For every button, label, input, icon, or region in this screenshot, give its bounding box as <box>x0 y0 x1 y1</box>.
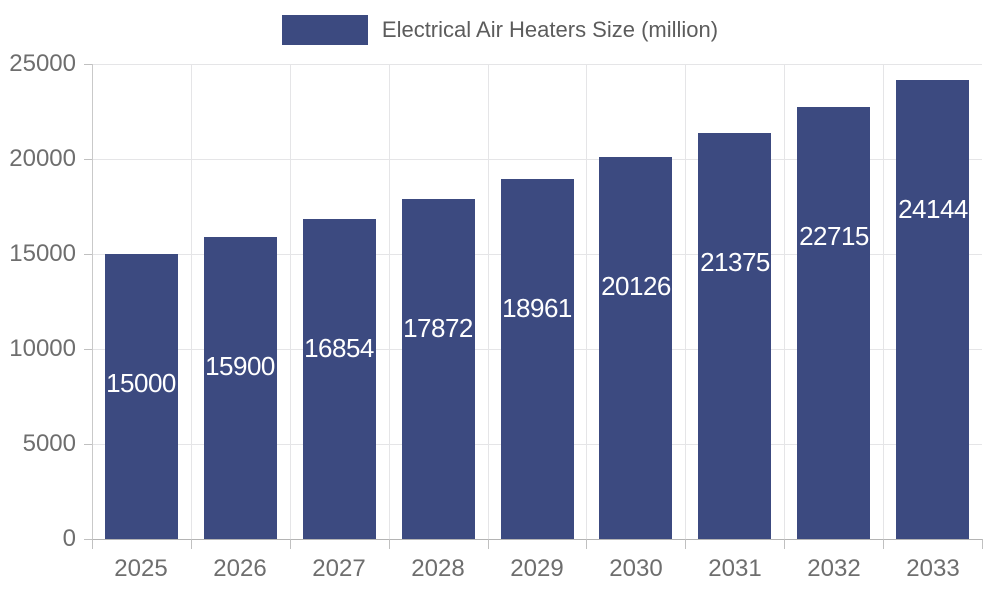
x-tick-mark <box>488 539 489 549</box>
gridline-vertical <box>488 64 489 539</box>
y-tick-label: 10000 <box>9 335 76 362</box>
bar-2025[interactable] <box>105 254 178 539</box>
plot-area: 15000 15900 16854 17872 18961 20126 21375 22715… <box>92 64 982 540</box>
gridline-vertical <box>685 64 686 539</box>
x-tick-label-2033: 2033 <box>906 555 960 582</box>
gridline-horizontal <box>92 159 982 160</box>
gridline-vertical <box>883 64 884 539</box>
bar-2033[interactable] <box>896 80 969 539</box>
gridline-vertical <box>586 64 587 539</box>
bar-value-label-2029: 18961 <box>502 293 572 323</box>
bar-2032[interactable] <box>797 107 870 539</box>
bar-value-label-2026: 15900 <box>205 351 275 381</box>
y-tick-label: 25000 <box>9 50 76 77</box>
y-tick-mark <box>84 444 92 445</box>
x-tick-mark <box>883 539 884 549</box>
y-tick-mark <box>84 159 92 160</box>
x-tick-label-2030: 2030 <box>609 555 663 582</box>
gridline-vertical <box>784 64 785 539</box>
gridline-vertical <box>191 64 192 539</box>
y-tick-label: 5000 <box>22 430 76 457</box>
bar-value-label-2031: 21375 <box>700 247 770 277</box>
bar-value-label-2030: 20126 <box>601 271 671 301</box>
gridline-horizontal <box>92 64 982 65</box>
y-tick-mark <box>84 349 92 350</box>
y-tick-label: 20000 <box>9 145 76 172</box>
bar-value-label-2033: 24144 <box>898 194 968 224</box>
bar-value-label-2027: 16854 <box>304 333 374 363</box>
y-tick-label: 15000 <box>9 240 76 267</box>
bar-value-label-2025: 15000 <box>106 368 176 398</box>
x-axis-line <box>92 539 982 540</box>
x-tick-label-2029: 2029 <box>510 555 564 582</box>
x-tick-mark <box>982 539 983 549</box>
legend-item-electrical-air-heaters-size[interactable]: Electrical Air Heaters Size (million) <box>281 15 719 45</box>
bar-2031[interactable] <box>698 133 771 539</box>
bar-2028[interactable] <box>402 199 475 539</box>
y-tick-mark <box>84 254 92 255</box>
x-tick-mark <box>685 539 686 549</box>
y-axis-line <box>92 64 93 539</box>
x-tick-label-2025: 2025 <box>114 555 168 582</box>
x-tick-mark <box>92 539 93 549</box>
bar-value-label-2032: 22715 <box>799 221 869 251</box>
bar-value-label-2028: 17872 <box>403 313 473 343</box>
x-tick-label-2027: 2027 <box>312 555 366 582</box>
x-tick-mark <box>784 539 785 549</box>
x-tick-label-2026: 2026 <box>213 555 267 582</box>
y-tick-label: 0 <box>62 525 76 552</box>
gridline-vertical <box>389 64 390 539</box>
chart-legend: Electrical Air Heaters Size (million) <box>0 12 1000 48</box>
x-tick-mark <box>290 539 291 549</box>
bar-2030[interactable] <box>599 157 672 539</box>
x-tick-label-2032: 2032 <box>807 555 861 582</box>
x-tick-label-2031: 2031 <box>708 555 762 582</box>
y-tick-mark <box>84 539 92 540</box>
bar-2029[interactable] <box>501 179 574 539</box>
x-tick-mark <box>191 539 192 549</box>
x-tick-label-2028: 2028 <box>411 555 465 582</box>
y-tick-mark <box>84 64 92 65</box>
legend-swatch-icon <box>281 15 368 45</box>
legend-label: Electrical Air Heaters Size (million) <box>381 17 719 42</box>
x-tick-mark <box>389 539 390 549</box>
gridline-vertical <box>290 64 291 539</box>
bar-2027[interactable] <box>303 219 376 539</box>
bar-2026[interactable] <box>204 237 277 539</box>
x-tick-mark <box>586 539 587 549</box>
